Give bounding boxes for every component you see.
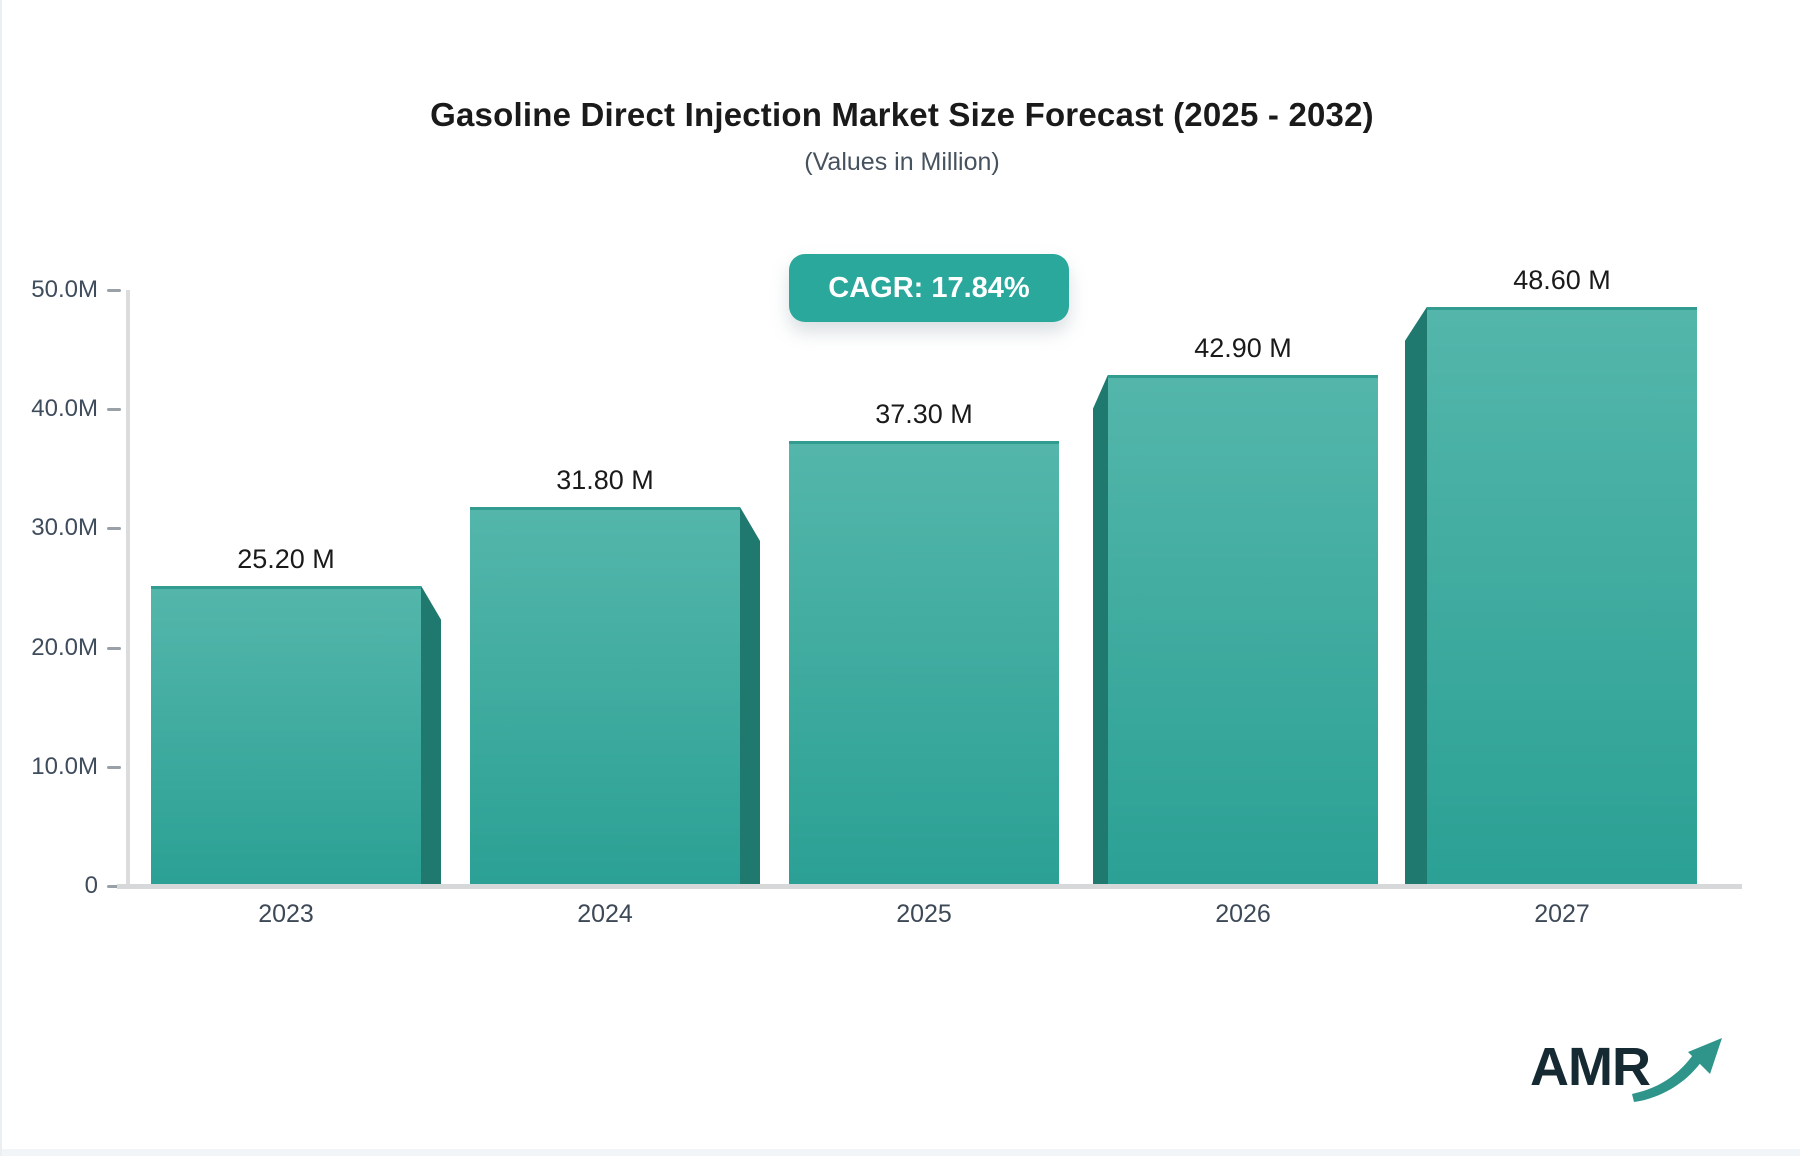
x-axis-label: 2023: [258, 900, 314, 928]
page-bottom-edge: [2, 1149, 1800, 1156]
bar-2027: [1427, 306, 1697, 886]
y-axis-tick-mark: [107, 408, 121, 412]
chart-title: Gasoline Direct Injection Market Size Fo…: [430, 96, 1374, 133]
bar-value-label: 48.60 M: [1513, 264, 1611, 295]
y-axis-line: [126, 290, 130, 887]
bar-2023: [151, 585, 421, 886]
bar-side-face: [1405, 306, 1427, 886]
y-axis-tick-label: 30.0M: [31, 514, 98, 542]
bar-value-label: 42.90 M: [1194, 332, 1292, 363]
bar-2024: [470, 506, 740, 886]
bar-2026: [1108, 374, 1378, 886]
y-axis-tick-mark: [107, 646, 121, 650]
y-axis-tick-label: 20.0M: [31, 633, 98, 661]
x-axis-line: [117, 884, 1742, 889]
y-axis-tick-mark: [107, 289, 121, 292]
bar-value-label: 25.20 M: [237, 543, 335, 574]
amr-logo-text: AMR: [1530, 1037, 1651, 1097]
growth-arrow-icon: [1632, 1038, 1722, 1102]
cagr-badge-label: CAGR: 17.84%: [828, 271, 1030, 304]
bar-value-label: 31.80 M: [556, 464, 654, 495]
x-axis-label: 2027: [1534, 900, 1590, 928]
y-axis-tick-label: 0: [84, 872, 98, 899]
y-axis-tick-label: 50.0M: [31, 276, 98, 303]
x-axis-label: 2025: [896, 900, 952, 928]
y-axis-tick-label: 10.0M: [31, 752, 98, 780]
y-axis-tick-mark: [107, 885, 121, 888]
bar-side-face: [1093, 374, 1108, 886]
y-axis-tick-mark: [107, 765, 121, 769]
x-axis-label: 2024: [577, 900, 633, 928]
amr-logo: AMR: [1530, 1030, 1730, 1116]
cagr-badge: CAGR: 17.84%: [789, 254, 1069, 322]
bar-value-label: 37.30 M: [875, 399, 973, 430]
bar-2025: [789, 441, 1059, 886]
x-axis-label: 2026: [1215, 900, 1271, 928]
bar-side-face: [421, 585, 441, 886]
y-axis-tick-mark: [107, 527, 121, 531]
y-axis-tick-label: 40.0M: [31, 395, 98, 423]
bar-side-face: [740, 506, 760, 886]
chart-subtitle: (Values in Million): [804, 148, 1000, 176]
